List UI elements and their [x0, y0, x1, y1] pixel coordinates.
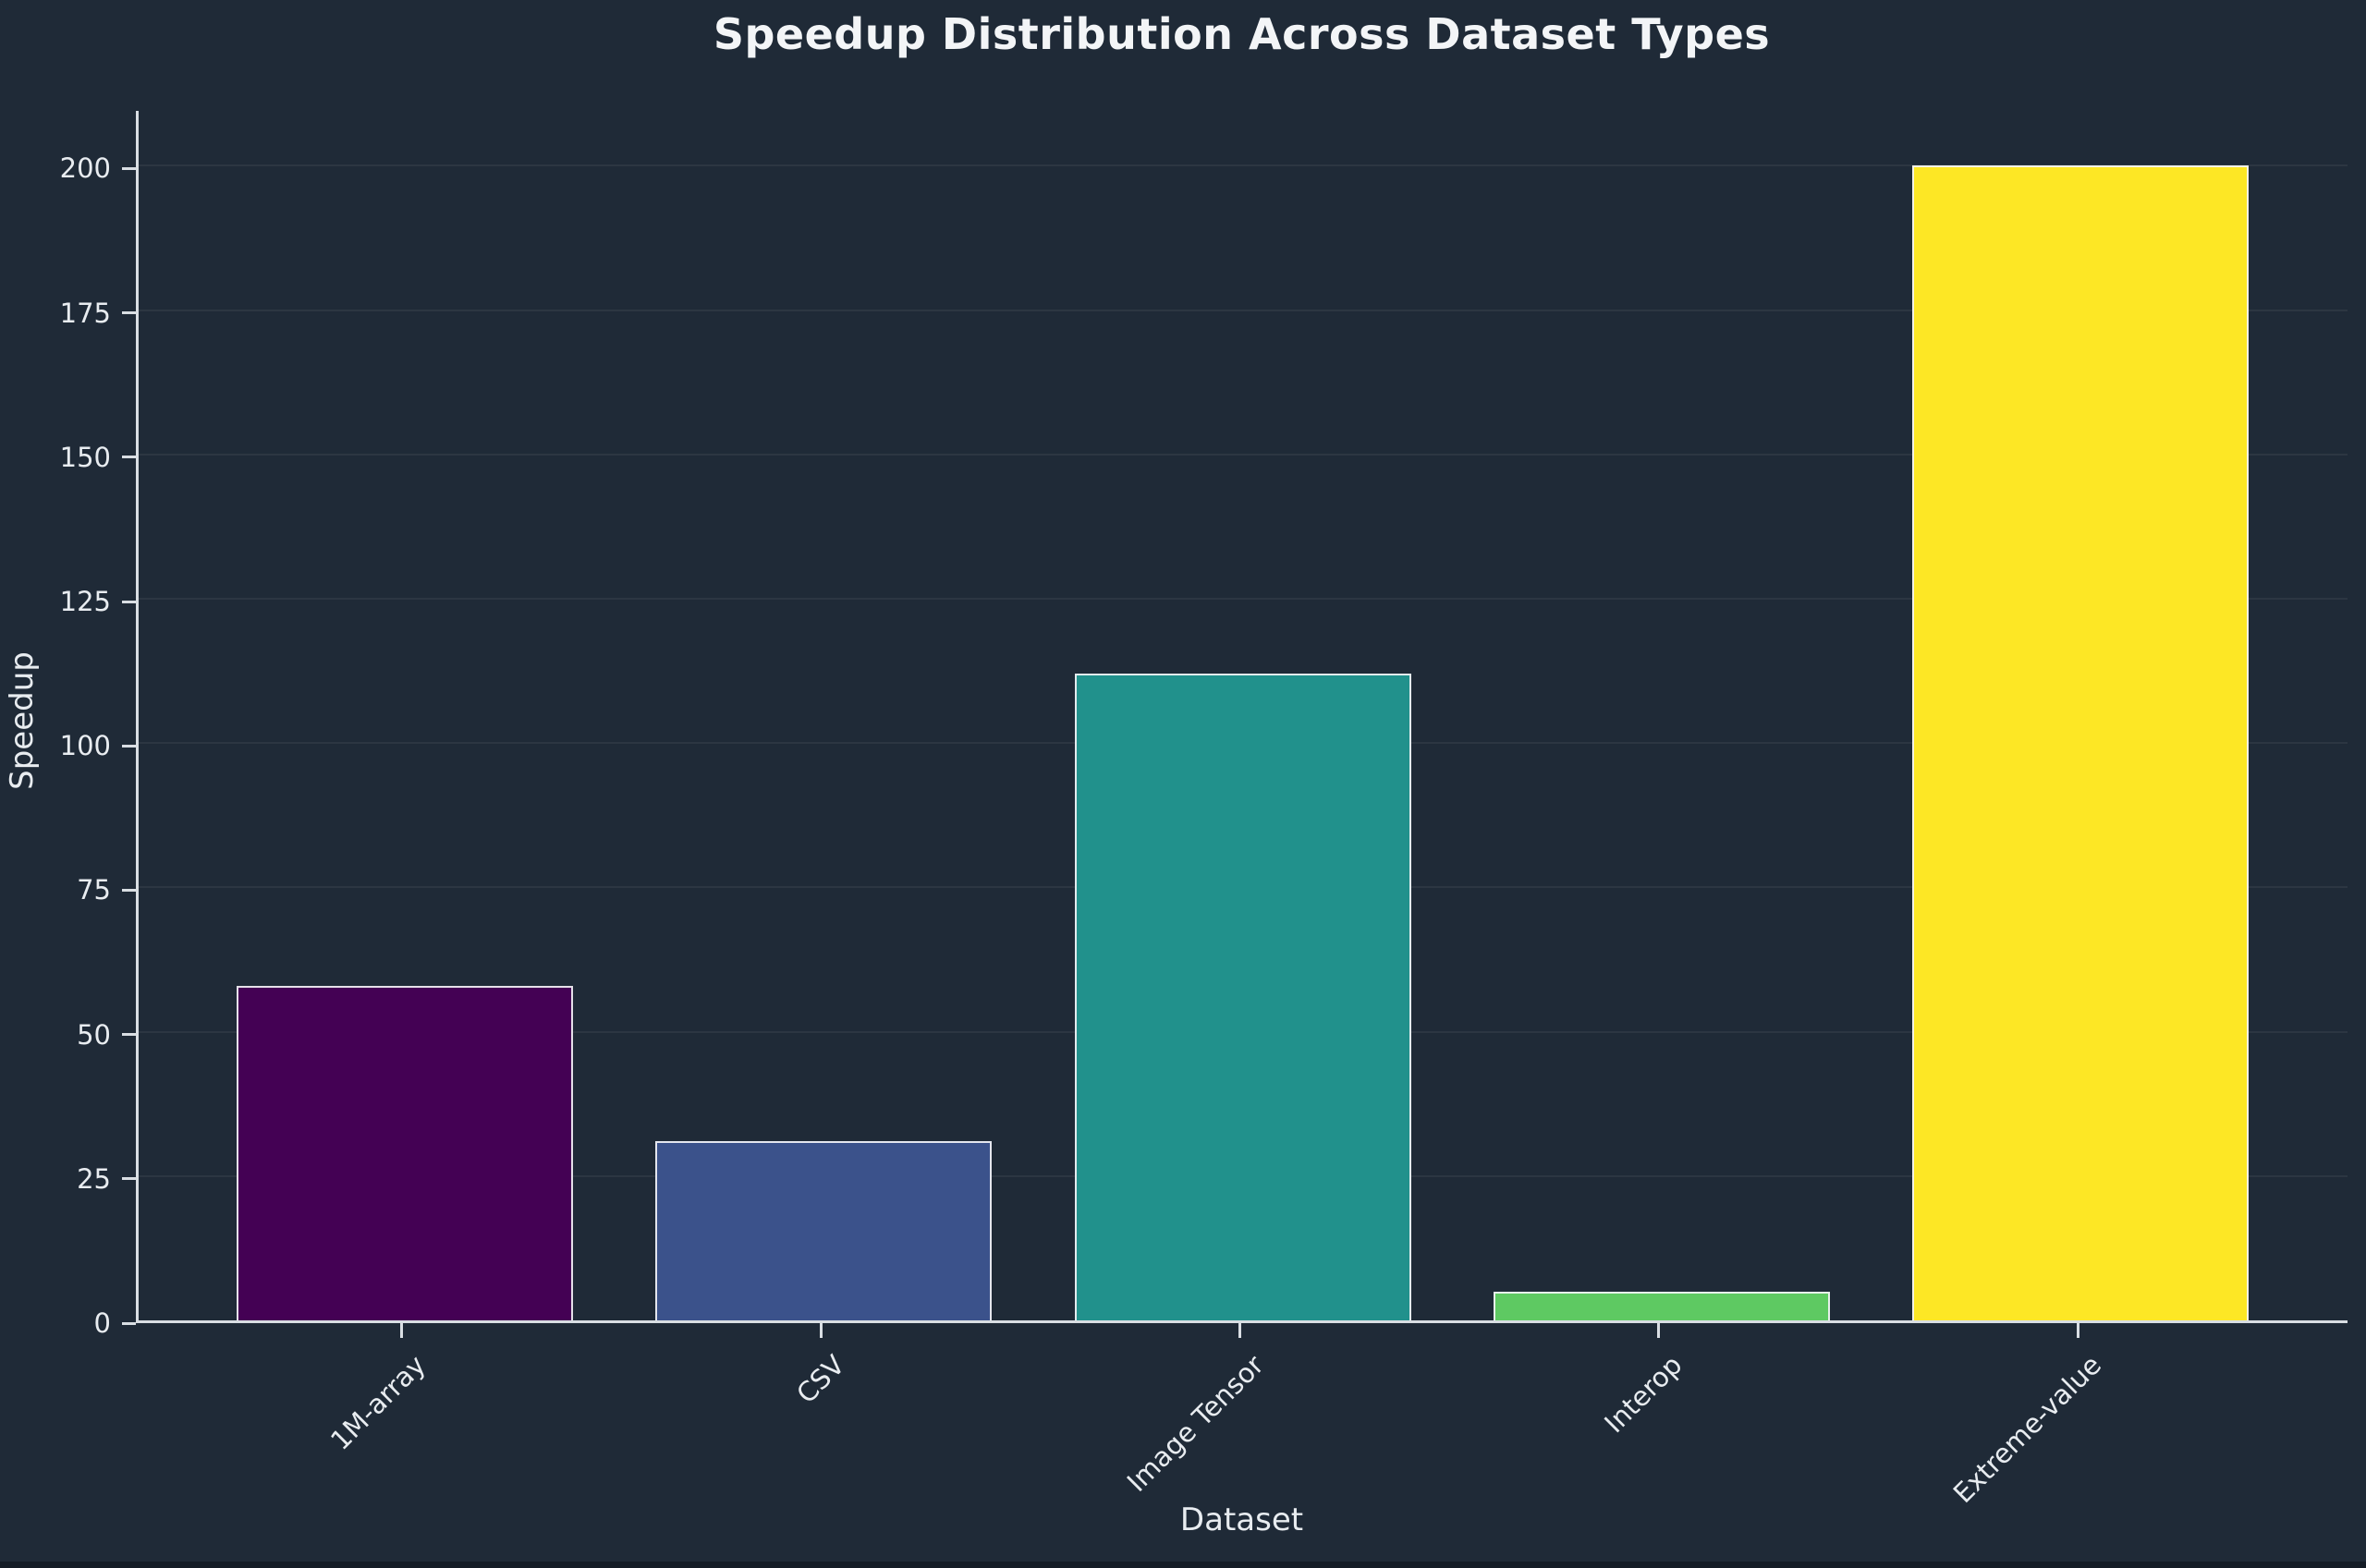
x-axis-label: Dataset — [1179, 1501, 1304, 1538]
gridline-y-200 — [139, 164, 2348, 167]
y-tick-mark-25 — [122, 1177, 136, 1181]
x-tick-mark-extreme-value — [2076, 1323, 2079, 1338]
y-tick-label-150: 150 — [59, 441, 111, 473]
y-tick-mark-175 — [122, 311, 136, 315]
bar-image-tensor — [1074, 674, 1411, 1320]
bar-1m-array — [236, 985, 573, 1320]
x-tick-label-extreme-value: Extreme-value — [1946, 1349, 2108, 1510]
x-tick-label-csv: CSV — [789, 1349, 851, 1410]
x-tick-mark-csv — [819, 1323, 823, 1338]
y-tick-mark-200 — [122, 166, 136, 170]
gridline-y-175 — [139, 309, 2348, 311]
y-tick-label-0: 0 — [93, 1307, 111, 1339]
y-tick-mark-0 — [122, 1321, 136, 1325]
gridline-y-125 — [139, 598, 2348, 601]
y-tick-mark-150 — [122, 456, 136, 459]
bar-interop — [1493, 1291, 1830, 1320]
y-tick-mark-75 — [122, 888, 136, 892]
y-tick-label-75: 75 — [77, 874, 111, 906]
y-tick-label-125: 125 — [59, 586, 111, 618]
x-tick-mark-interop — [1657, 1323, 1661, 1338]
x-tick-label-interop: Interop — [1598, 1349, 1689, 1440]
y-tick-label-50: 50 — [77, 1018, 111, 1051]
plot-area — [136, 111, 2348, 1323]
x-tick-mark-image-tensor — [1238, 1323, 1242, 1338]
y-tick-mark-100 — [122, 744, 136, 748]
window-bottom-edge — [0, 1562, 2366, 1568]
y-tick-label-200: 200 — [59, 152, 111, 185]
y-tick-mark-125 — [122, 600, 136, 603]
y-tick-label-25: 25 — [77, 1162, 111, 1195]
y-tick-label-175: 175 — [59, 297, 111, 329]
x-tick-label-image-tensor: Image Tensor — [1120, 1349, 1270, 1499]
y-tick-label-100: 100 — [59, 730, 111, 762]
chart-title: Speedup Distribution Across Dataset Type… — [713, 9, 1771, 59]
x-tick-mark-1m-array — [400, 1323, 404, 1338]
y-axis-label: Speedup — [4, 651, 41, 790]
gridline-y-150 — [139, 453, 2348, 456]
y-tick-mark-50 — [122, 1033, 136, 1037]
bar-csv — [655, 1141, 993, 1320]
x-tick-label-1m-array: 1M-array — [323, 1349, 432, 1456]
bar-extreme-value — [1912, 165, 2250, 1320]
